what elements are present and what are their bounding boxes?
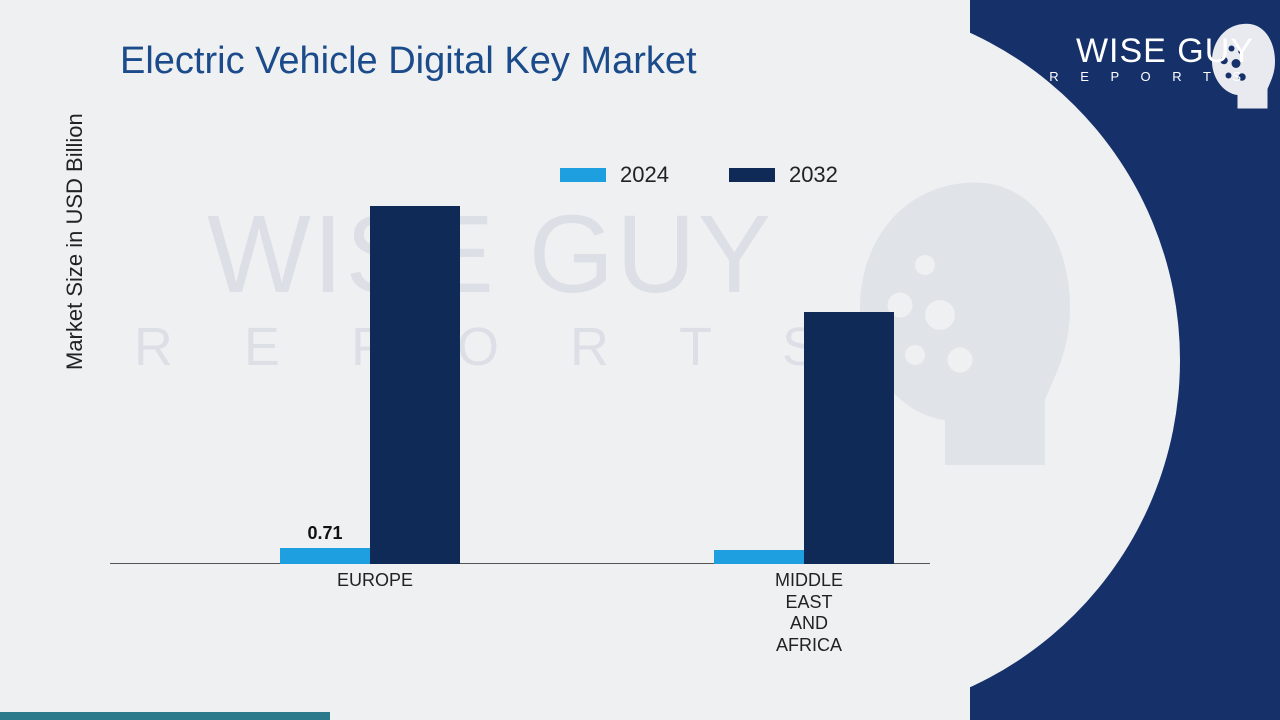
plot-area: 0.71 xyxy=(110,206,930,564)
x-axis-labels: EUROPE MIDDLE EAST AND AFRICA xyxy=(110,564,930,684)
brand-logo: WISE GUY R E P O R T S xyxy=(1049,32,1254,84)
legend-label: 2024 xyxy=(620,162,669,188)
brand-logo-sub: R E P O R T S xyxy=(1049,69,1254,84)
chart-title: Electric Vehicle Digital Key Market xyxy=(120,40,697,83)
y-axis-label: Market Size in USD Billion xyxy=(62,113,88,370)
bar-value-label: 0.71 xyxy=(280,523,370,544)
bar xyxy=(714,550,804,564)
brand-logo-main: WISE GUY xyxy=(1049,32,1254,71)
bar xyxy=(280,548,370,564)
legend-swatch xyxy=(729,168,775,182)
bar xyxy=(370,206,460,564)
legend: 2024 2032 xyxy=(560,162,838,188)
bar xyxy=(804,312,894,564)
legend-item-2032: 2032 xyxy=(729,162,838,188)
legend-swatch xyxy=(560,168,606,182)
legend-label: 2032 xyxy=(789,162,838,188)
bottom-accent-strip xyxy=(0,712,330,720)
x-axis-category-label: EUROPE xyxy=(280,570,470,592)
x-axis-category-label: MIDDLE EAST AND AFRICA xyxy=(714,570,904,656)
legend-item-2024: 2024 xyxy=(560,162,669,188)
